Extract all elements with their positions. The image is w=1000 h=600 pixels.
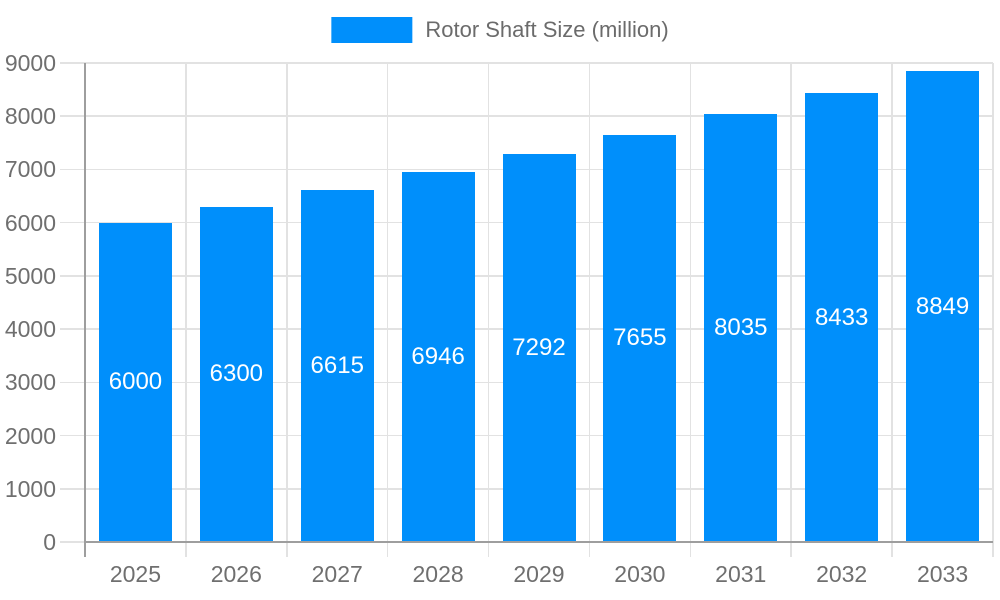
bar[interactable]: 6615 — [300, 189, 374, 542]
bar[interactable]: 7292 — [502, 153, 576, 542]
y-tick-label: 2000 — [4, 422, 56, 449]
gridline-vertical — [891, 63, 893, 557]
x-tick-label: 2026 — [210, 561, 262, 587]
y-tick-label: 7000 — [4, 156, 56, 183]
gridline-vertical — [790, 63, 792, 557]
y-tick-label: 0 — [43, 529, 56, 555]
y-tick-label: 4000 — [4, 316, 56, 343]
x-axis-line — [85, 541, 993, 543]
y-tick-label: 9000 — [4, 50, 56, 76]
gridline-vertical — [185, 63, 187, 557]
bar[interactable]: 8849 — [906, 71, 980, 542]
bar-value-label: 6615 — [310, 351, 364, 379]
y-axis-line — [84, 63, 86, 557]
bar-value-label: 8849 — [915, 292, 970, 320]
bar[interactable]: 7655 — [603, 134, 677, 542]
x-tick-label: 2030 — [614, 561, 666, 587]
y-tick-label: 3000 — [4, 369, 56, 396]
bar[interactable]: 6946 — [401, 172, 475, 542]
x-tick-label: 2033 — [916, 561, 969, 587]
gridline-vertical — [992, 63, 994, 557]
x-tick-label: 2032 — [816, 561, 868, 587]
bar-value-label: 8433 — [814, 303, 869, 331]
gridline-vertical — [689, 63, 692, 557]
gridline-horizontal — [60, 62, 993, 64]
gridline-vertical — [286, 63, 288, 557]
y-tick-label: 5000 — [4, 262, 56, 289]
legend-swatch-icon — [331, 17, 413, 43]
bar[interactable]: 8433 — [805, 93, 879, 542]
x-tick-label: 2028 — [412, 561, 464, 587]
bar-value-label: 7655 — [613, 324, 667, 352]
y-tick-label: 6000 — [4, 209, 56, 236]
gridline-vertical — [487, 63, 490, 557]
x-tick-label: 2027 — [311, 561, 363, 587]
x-tick-label: 2025 — [109, 561, 162, 587]
bar-value-label: 6000 — [108, 368, 163, 396]
gridline-horizontal — [60, 115, 993, 117]
bar[interactable]: 6000 — [98, 222, 172, 542]
y-tick-label: 1000 — [4, 475, 56, 502]
bar[interactable]: 6300 — [199, 206, 273, 542]
bar-value-label: 8035 — [714, 314, 768, 342]
legend-item[interactable]: Rotor Shaft Size (million) — [331, 17, 669, 43]
x-tick-label: 2029 — [513, 561, 565, 587]
bar-value-label: 6946 — [411, 343, 465, 371]
bar-value-label: 7292 — [512, 333, 566, 361]
bar-value-label: 6300 — [209, 360, 264, 388]
gridline-vertical — [588, 63, 591, 557]
legend-label: Rotor Shaft Size (million) — [425, 17, 669, 42]
x-tick-label: 2031 — [715, 561, 767, 587]
gridline-vertical — [386, 63, 389, 557]
bar[interactable]: 8035 — [704, 114, 778, 542]
y-tick-label: 8000 — [4, 103, 56, 130]
